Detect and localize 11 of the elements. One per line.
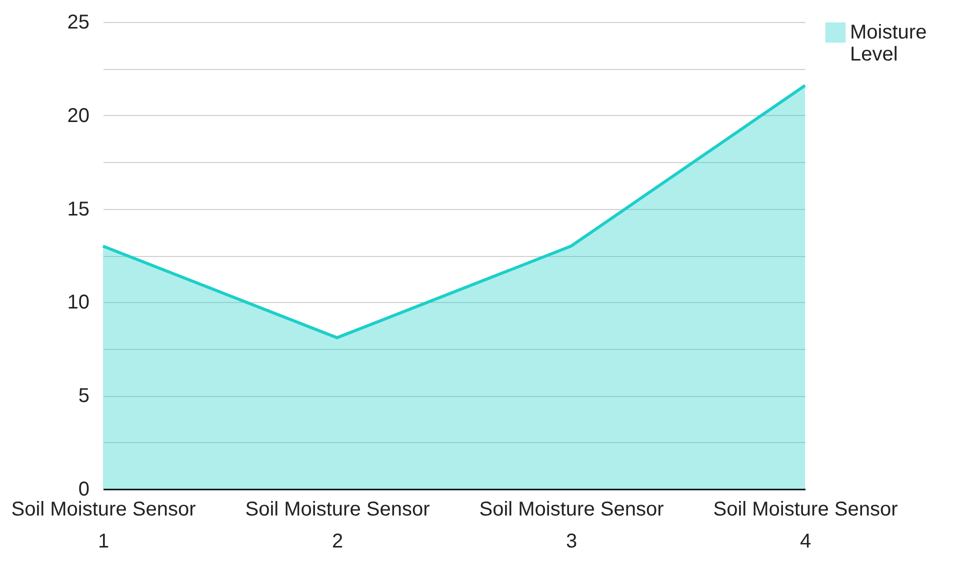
y-tick-label: 25 <box>67 12 90 34</box>
x-tick-label: Soil Moisture Sensor 2 <box>245 498 430 552</box>
y-tick-label: 5 <box>78 385 90 408</box>
y-tick-label: 20 <box>67 104 90 127</box>
y-tick-label: 15 <box>67 198 90 220</box>
legend-label: Moisture Level <box>850 22 927 66</box>
x-tick-label: Soil Moisture Sensor 3 <box>479 498 664 552</box>
y-tick-label: 0 <box>78 478 90 500</box>
x-tick-label: Soil Moisture Sensor 1 <box>11 498 196 552</box>
y-tick-label: 10 <box>67 292 90 314</box>
x-tick-label: Soil Moisture Sensor 4 <box>713 498 898 552</box>
